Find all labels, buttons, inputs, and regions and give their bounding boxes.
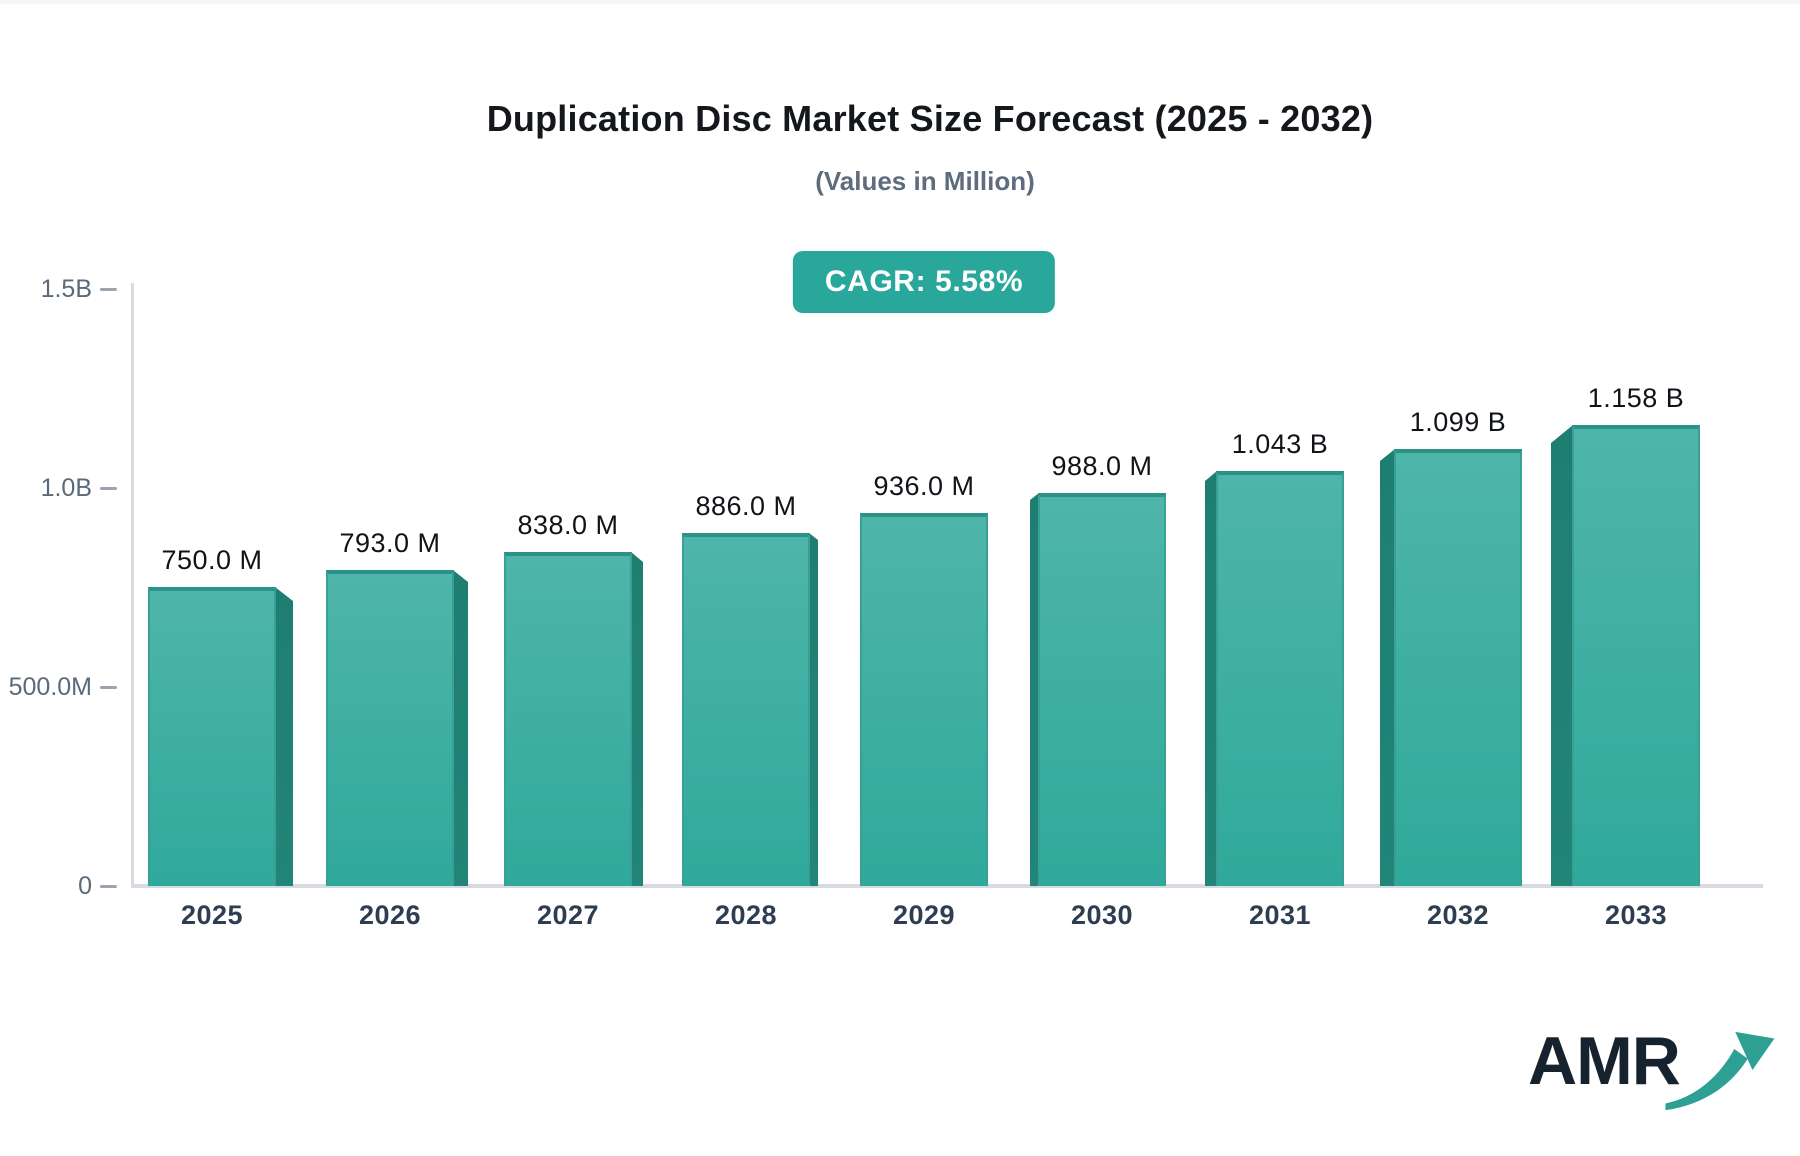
chart-title: Duplication Disc Market Size Forecast (2… (486, 98, 1374, 139)
y-tick-label: 1.5B (40, 275, 92, 303)
y-tick-label: 1.0B (40, 474, 92, 502)
y-tick-mark (100, 288, 117, 291)
bar-value-label: 793.0 M (339, 528, 441, 558)
bar-side (1205, 471, 1217, 886)
chart-subtitle: (Values in Million) (815, 166, 1035, 196)
bar-2032 (1394, 449, 1522, 886)
bar-side (275, 587, 293, 886)
top-strip (0, 0, 1800, 4)
bar-value-label: 750.0 M (161, 545, 263, 575)
bar-value-label: 936.0 M (873, 471, 975, 501)
bar-value-label: 1.043 B (1231, 429, 1329, 459)
x-axis-label-2031: 2031 (1248, 900, 1312, 930)
x-axis-line (131, 884, 1763, 888)
x-axis-label-2030: 2030 (1070, 900, 1134, 930)
x-axis-label-2032: 2032 (1426, 900, 1490, 930)
y-tick-mark (100, 885, 117, 888)
bar-value-label: 988.0 M (1051, 451, 1153, 481)
x-axis-label-2033: 2033 (1604, 900, 1668, 930)
bar-2033 (1572, 425, 1700, 886)
bar-value-label: 1.099 B (1409, 407, 1507, 437)
x-axis-label-2027: 2027 (536, 900, 600, 930)
x-axis-label-2028: 2028 (714, 900, 778, 930)
bar-value-label: 1.158 B (1587, 383, 1685, 413)
cagr-label: CAGR: 5.58% (824, 265, 1024, 298)
bar-side (453, 570, 468, 886)
amr-logo: AMR (1528, 1018, 1778, 1118)
bar-side (1030, 493, 1039, 886)
y-tick-label: 500.0M (8, 673, 92, 701)
bar-value-label: 838.0 M (517, 510, 619, 540)
growth-arrow-icon (1665, 1031, 1775, 1111)
bar-2031 (1216, 471, 1344, 886)
bar-side (1380, 449, 1395, 886)
bar-2027 (504, 552, 632, 886)
bar-2026 (326, 570, 454, 886)
bar-side (1551, 425, 1573, 886)
bar-2028 (682, 533, 810, 886)
x-axis-label-2026: 2026 (358, 900, 422, 930)
logo-text: AMR (1528, 1023, 1681, 1099)
bar-side (631, 552, 643, 886)
cagr-badge: CAGR: 5.58% (792, 251, 1056, 313)
bar-side (809, 533, 818, 886)
bar-2025 (148, 587, 276, 886)
bar-2030 (1038, 493, 1166, 886)
y-tick-mark (100, 487, 117, 490)
y-axis-line (131, 283, 134, 886)
bar-2029 (860, 513, 988, 886)
bar-value-label: 886.0 M (695, 491, 797, 521)
y-tick-mark (100, 686, 117, 689)
y-tick-label: 0 (78, 872, 92, 900)
x-axis-label-2029: 2029 (892, 900, 956, 930)
x-axis-label-2025: 2025 (180, 900, 244, 930)
